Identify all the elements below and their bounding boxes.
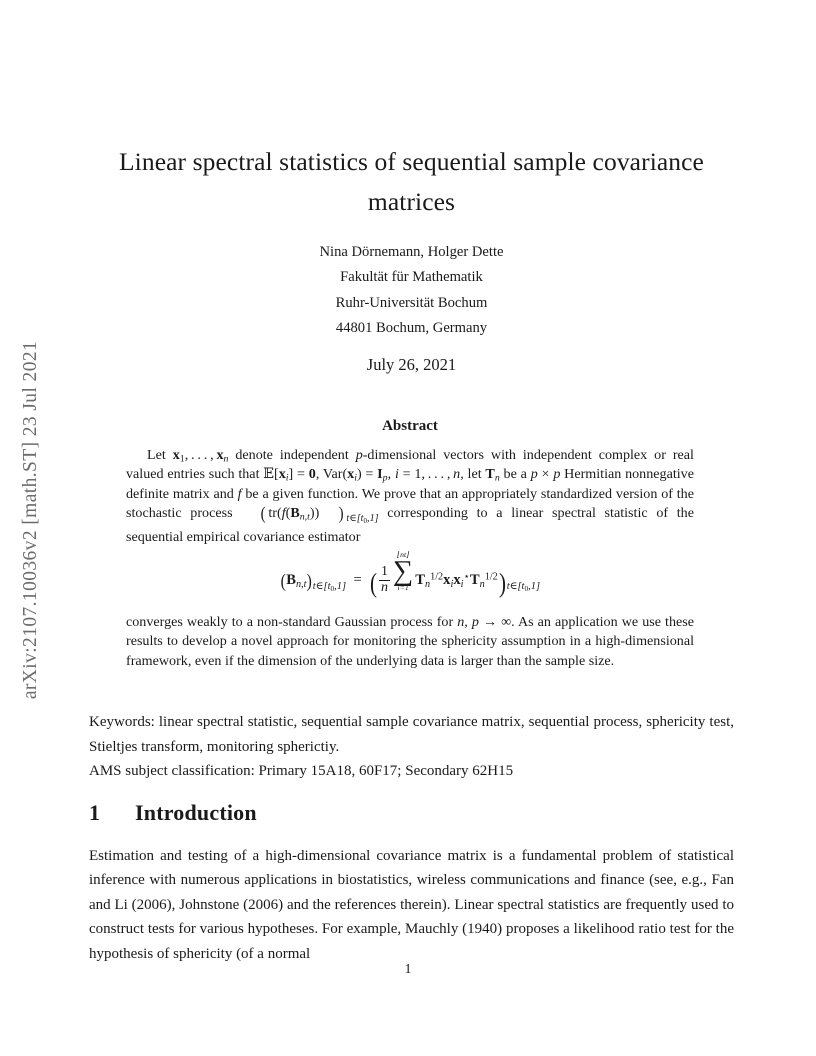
ams-classification: AMS subject classification: Primary 15A1…: [89, 763, 514, 779]
abstract-body: Let x1, . . . , xn denote independent p-…: [126, 446, 694, 548]
arxiv-stamp-text: arXiv:2107.10036v2 [math.ST] 23 Jul 2021: [20, 340, 41, 700]
section-heading-introduction: 1 Introduction: [89, 800, 734, 826]
page-number: 1: [404, 962, 412, 977]
keywords-text: linear spectral statistic, sequential sa…: [89, 714, 734, 755]
abstract-text-3: -dimensional vectors with independent co…: [126, 447, 694, 483]
section-number: 1: [89, 800, 101, 825]
introduction-paragraph: Estimation and testing of a high-dimensi…: [89, 844, 734, 966]
keywords-block: Keywords: linear spectral statistic, seq…: [89, 710, 734, 784]
abstract-tail: converges weakly to a non-standard Gauss…: [126, 613, 694, 671]
abstract-text-2: denote independent: [228, 447, 356, 463]
publication-date: July 26, 2021: [366, 355, 457, 374]
keywords-label: Keywords:: [89, 714, 155, 730]
title-line-1: Linear spectral statistics of sequential…: [119, 147, 704, 176]
arxiv-stamp: arXiv:2107.10036v2 [math.ST] 23 Jul 2021: [0, 0, 62, 1056]
introduction-text: Estimation and testing of a high-dimensi…: [89, 848, 734, 962]
title-block: Linear spectral statistics of sequential…: [89, 142, 734, 222]
page-title: Linear spectral statistics of sequential…: [89, 142, 734, 222]
author-block: Nina Dörnemann, Holger Dette Fakultät fü…: [89, 240, 734, 341]
title-line-2: matrices: [367, 187, 456, 216]
section-title: Introduction: [135, 800, 257, 825]
abstract-text-1: Let: [147, 447, 173, 463]
abstract-text-6: converges weakly to a non-standard Gauss…: [126, 614, 458, 630]
abstract-text-4: be a given function. We prove that an ap…: [126, 485, 694, 521]
keywords-line: Keywords: linear spectral statistic, seq…: [89, 710, 734, 759]
abstract-heading: Abstract: [382, 418, 438, 434]
abstract-paragraph-2: converges weakly to a non-standard Gauss…: [126, 614, 695, 669]
affiliation-line-1: Fakultät für Mathematik: [340, 269, 483, 286]
abstract-text-5: corresponding to a linear spectral stati…: [126, 504, 694, 546]
abstract-text-7: . As an application we use these results…: [126, 614, 695, 669]
affiliation-line-3: 44801 Bochum, Germany: [335, 319, 488, 336]
author-names: Nina Dörnemann, Holger Dette: [319, 244, 504, 260]
abstract-paragraph-1: Let x1, . . . , xn denote independent p-…: [126, 447, 694, 546]
display-equation: (Bn,t)t∈[t0,1] = (1 n ⌊nt⌋ ∑ i=1 Tn1/2xixi⋆Tn…: [280, 550, 541, 599]
affiliation-line-2: Ruhr-Universität Bochum: [335, 294, 488, 311]
